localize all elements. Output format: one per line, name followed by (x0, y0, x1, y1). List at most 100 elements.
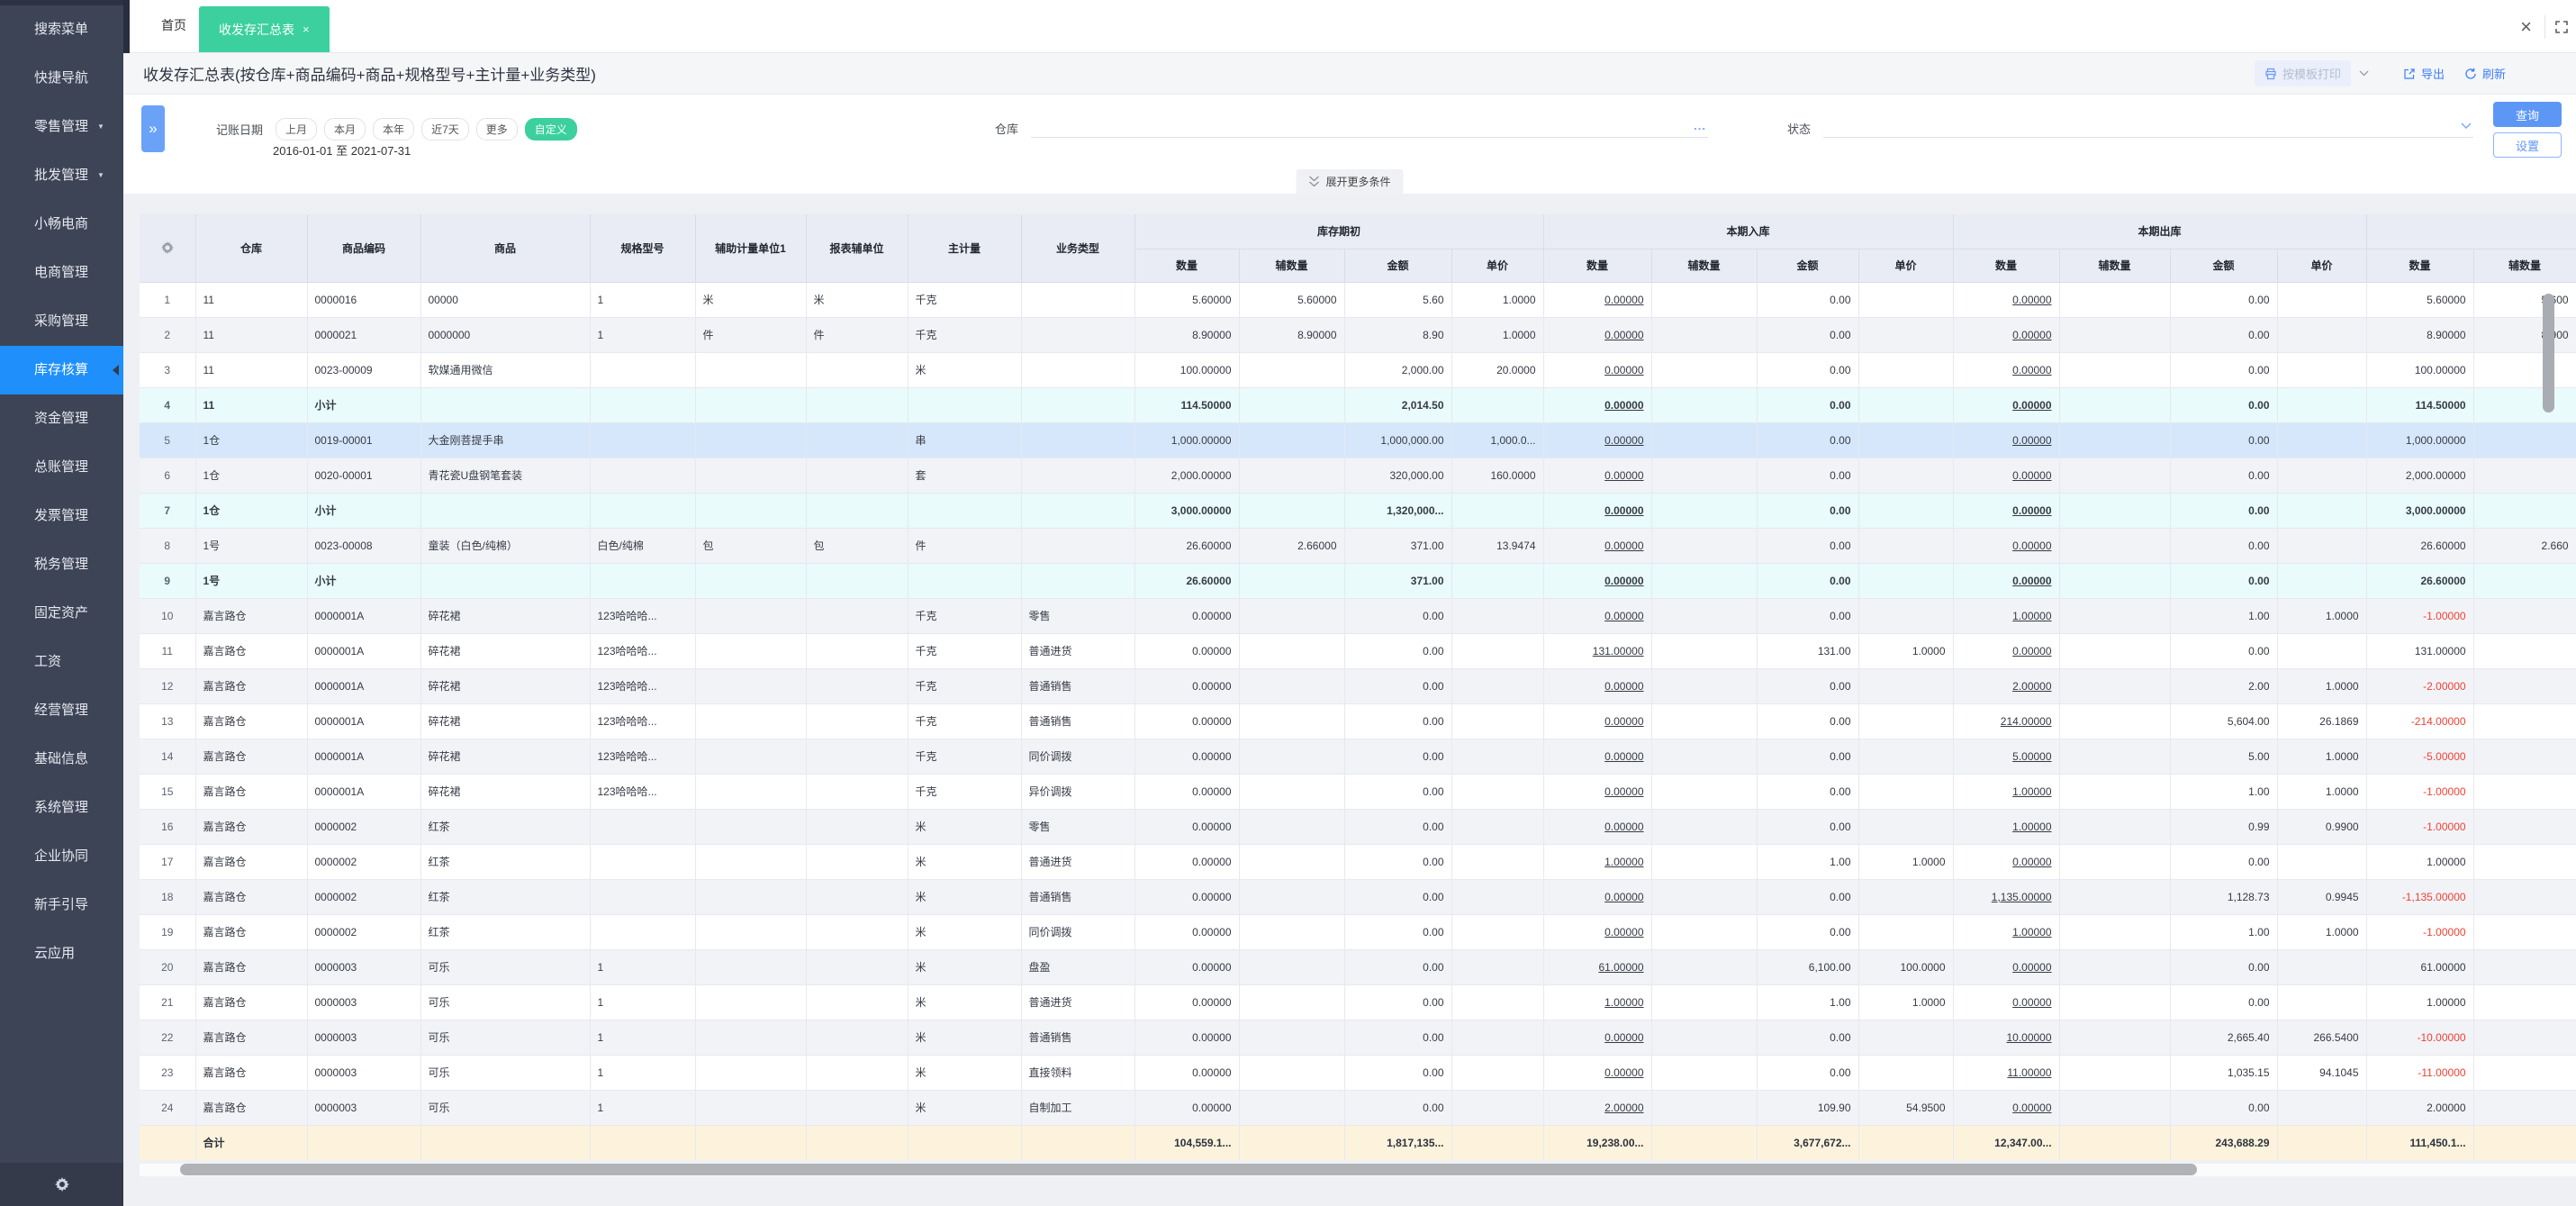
qty-drill-link[interactable]: 0.00000 (1953, 387, 2060, 423)
qty-drill-link[interactable]: 0.00000 (1543, 1055, 1652, 1091)
table-row[interactable]: 22 嘉言路仓 0000003 可乐 1 米普通销售 0.00000 0.00 0.00000 0… (140, 1020, 2576, 1056)
qty-drill-link[interactable]: 0.00000 (1543, 1020, 1652, 1056)
settings-gear-icon[interactable] (54, 1177, 69, 1192)
table-row[interactable]: 21 嘉言路仓 0000003 可乐 1 米普通进货 0.00000 0.00 1.00000 1… (140, 984, 2576, 1020)
table-row[interactable]: 17 嘉言路仓 0000002 红茶米普通进货 0.00000 0.00 1.00000 1.… (140, 844, 2576, 880)
status-select[interactable] (1823, 118, 2473, 138)
table-row[interactable]: 18 嘉言路仓 0000002 红茶米普通销售 0.00000 0.00 0.00000 0.… (140, 879, 2576, 915)
qty-drill-link[interactable]: 0.00000 (1543, 739, 1652, 775)
qty-drill-link[interactable]: 0.00000 (1543, 493, 1652, 529)
date-pill[interactable]: 更多 (475, 118, 518, 141)
qty-drill-link[interactable]: 0.00000 (1543, 352, 1652, 388)
fullscreen-icon[interactable] (2549, 20, 2574, 34)
expand-more-conditions-button[interactable]: 展开更多条件 (1296, 169, 1404, 194)
subtotal-row[interactable]: 4 11 小计 114.50000 2,014.50 0.00000 0.00 0.00000… (140, 387, 2576, 423)
sidebar-item[interactable]: 库存核算 (0, 346, 123, 394)
column-settings-gear-icon[interactable] (140, 214, 196, 283)
qty-drill-link[interactable]: 1.00000 (1953, 914, 2060, 950)
date-pill[interactable]: 本年 (373, 118, 415, 141)
subtotal-row[interactable]: 9 1号 小计 26.60000 371.00 0.00000 0.00 0.00000 0.0… (140, 563, 2576, 599)
sidebar-item[interactable]: 固定资产 (0, 589, 123, 638)
qty-drill-link[interactable]: 131.00000 (1543, 633, 1652, 669)
qty-drill-link[interactable]: 0.00000 (1543, 598, 1652, 634)
qty-drill-link[interactable]: 0.00000 (1953, 282, 2060, 318)
qty-drill-link[interactable]: 11.00000 (1953, 1055, 2060, 1091)
qty-drill-link[interactable]: 0.00000 (1543, 387, 1652, 423)
qty-drill-link[interactable]: 1.00000 (1543, 844, 1652, 880)
date-pill[interactable]: 本月 (324, 118, 366, 141)
qty-drill-link[interactable]: 0.00000 (1543, 703, 1652, 739)
table-row[interactable]: 6 1仓 0020-00001 青花瓷U盘钢笔套装 套 2,000.00000 320,00… (140, 458, 2576, 494)
qty-drill-link[interactable]: 0.00000 (1953, 1090, 2060, 1126)
sidebar-item[interactable]: 小畅电商 (0, 200, 123, 249)
qty-drill-link[interactable]: 214.00000 (1953, 703, 2060, 739)
qty-drill-link[interactable]: 0.00000 (1543, 282, 1652, 318)
collapse-filter-button[interactable]: » (141, 105, 165, 152)
qty-drill-link[interactable]: 2.00000 (1953, 668, 2060, 704)
warehouse-input[interactable]: ... (1031, 118, 1708, 138)
qty-drill-link[interactable]: 1.00000 (1953, 774, 2060, 810)
qty-drill-link[interactable]: 0.00000 (1953, 458, 2060, 494)
qty-drill-link[interactable]: 10.00000 (1953, 1020, 2060, 1056)
sidebar-item[interactable]: 搜索菜单 (0, 5, 123, 54)
qty-drill-link[interactable]: 0.00000 (1953, 949, 2060, 985)
qty-drill-link[interactable]: 0.00000 (1543, 879, 1652, 915)
qty-drill-link[interactable]: 1.00000 (1953, 598, 2060, 634)
qty-drill-link[interactable]: 0.00000 (1543, 422, 1652, 458)
query-button[interactable]: 查询 (2493, 102, 2562, 127)
qty-drill-link[interactable]: 0.00000 (1953, 317, 2060, 353)
sidebar-item[interactable]: 批发管理 ▼ (0, 151, 123, 200)
sidebar-item[interactable]: 企业协同 (0, 832, 123, 881)
qty-drill-link[interactable]: 2.00000 (1543, 1090, 1652, 1126)
qty-drill-link[interactable]: 0.00000 (1953, 422, 2060, 458)
qty-drill-link[interactable]: 0.00000 (1543, 914, 1652, 950)
qty-drill-link[interactable]: 61.00000 (1543, 949, 1652, 985)
table-row[interactable]: 19 嘉言路仓 0000002 红茶米同价调拨 0.00000 0.00 0.00000 0.… (140, 914, 2576, 950)
qty-drill-link[interactable]: 5.00000 (1953, 739, 2060, 775)
table-row[interactable]: 10 嘉言路仓 0000001A 碎花裙 123哈哈哈... 千克 零售 0.00000 0.0… (140, 598, 2576, 634)
sidebar-item[interactable]: 新手引导 (0, 881, 123, 929)
chevron-down-icon[interactable] (2461, 122, 2472, 130)
chevron-down-icon[interactable] (2359, 70, 2369, 77)
qty-drill-link[interactable]: 0.00000 (1543, 528, 1652, 564)
table-row[interactable]: 16 嘉言路仓 0000002 红茶米零售 0.00000 0.00 0.00000 0.00… (140, 809, 2576, 845)
tab-close-icon[interactable]: × (303, 23, 310, 36)
table-row[interactable]: 3 11 0023-00009 软媒通用微信 米 100.00000 2,000.00 20.… (140, 352, 2576, 388)
sidebar-item[interactable]: 快捷导航 (0, 54, 123, 103)
sidebar-item[interactable]: 云应用 (0, 929, 123, 978)
table-row[interactable]: 2 11 0000021 0000000 1 件件千克 8.90000 8.90000 8.90… (140, 317, 2576, 353)
table-row[interactable]: 20 嘉言路仓 0000003 可乐 1 米盘盈 0.00000 0.00 61.00000 6,… (140, 949, 2576, 985)
sidebar-item[interactable]: 经营管理 (0, 686, 123, 735)
print-by-template-button[interactable]: 按模板打印 (2254, 60, 2351, 86)
sidebar-item[interactable]: 基础信息 (0, 735, 123, 784)
date-pill-custom[interactable]: 自定义 (524, 118, 577, 141)
qty-drill-link[interactable]: 0.00000 (1953, 984, 2060, 1020)
tab-summary-report[interactable]: 收发存汇总表 × (199, 6, 330, 52)
qty-drill-link[interactable]: 0.00000 (1953, 633, 2060, 669)
qty-drill-link[interactable]: 0.00000 (1543, 563, 1652, 599)
table-row[interactable]: 8 1号 0023-00008 童装（白色/纯棉） 白色/纯棉包包件 26.60000 2.… (140, 528, 2576, 564)
qty-drill-link[interactable]: 1.00000 (1953, 809, 2060, 845)
table-row[interactable]: 23 嘉言路仓 0000003 可乐 1 米直接领料 0.00000 0.00 0.00000 0… (140, 1055, 2576, 1091)
sidebar-item[interactable]: 电商管理 (0, 249, 123, 297)
more-icon[interactable]: ... (1694, 119, 1706, 132)
qty-drill-link[interactable]: 0.00000 (1953, 493, 2060, 529)
settings-button[interactable]: 设置 (2493, 132, 2562, 158)
table-row[interactable]: 24 嘉言路仓 0000003 可乐 1 米自制加工 0.00000 0.00 2.00000 1… (140, 1090, 2576, 1126)
sidebar-item[interactable]: 零售管理 ▼ (0, 103, 123, 151)
sidebar-item[interactable]: 总账管理 (0, 443, 123, 492)
table-row[interactable]: 13 嘉言路仓 0000001A 碎花裙 123哈哈哈... 千克 普通销售 0.00000 0… (140, 703, 2576, 739)
qty-drill-link[interactable]: 0.00000 (1543, 668, 1652, 704)
sidebar-item[interactable]: 发票管理 (0, 492, 123, 540)
sidebar-item[interactable]: 采购管理 (0, 297, 123, 346)
total-row[interactable]: 合计 104,559.1... 1,817,135... 19,238.00... 3,… (140, 1125, 2576, 1160)
table-row[interactable]: 15 嘉言路仓 0000001A 碎花裙 123哈哈哈... 千克 异价调拨 0.00000 0… (140, 774, 2576, 810)
qty-drill-link[interactable]: 1,135.00000 (1953, 879, 2060, 915)
table-row[interactable]: 1 11 0000016 00000 1 米米千克 5.60000 5.60000 5.60 1.… (140, 282, 2576, 318)
qty-drill-link[interactable]: 0.00000 (1953, 528, 2060, 564)
date-pill[interactable]: 上月 (276, 118, 318, 141)
qty-drill-link[interactable]: 0.00000 (1543, 458, 1652, 494)
horizontal-scrollbar[interactable] (180, 1164, 2197, 1175)
table-row[interactable]: 11 嘉言路仓 0000001A 碎花裙 123哈哈哈... 千克 普通进货 0.00000 0… (140, 633, 2576, 669)
qty-drill-link[interactable]: 1.00000 (1543, 984, 1652, 1020)
